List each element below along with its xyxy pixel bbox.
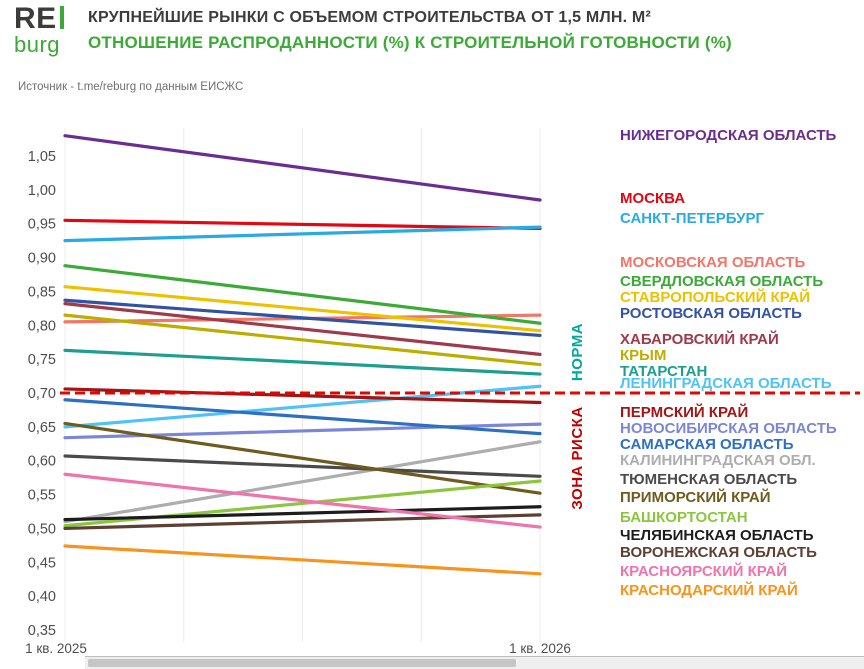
header: КРУПНЕЙШИЕ РЫНКИ С ОБЪЕМОМ СТРОИТЕЛЬСТВА… bbox=[88, 9, 732, 53]
series-line-17 bbox=[63, 421, 542, 495]
series-label-13: НОВОСИБИРСКАЯ ОБЛАСТЬ bbox=[620, 420, 837, 437]
y-axis-tick-label: 0,60 bbox=[28, 454, 56, 470]
series-label-19: ЧЕЛЯБИНСКАЯ ОБЛАСТЬ bbox=[620, 527, 814, 544]
y-axis-tick-label: 0,65 bbox=[28, 420, 56, 436]
zone-label-norm: НОРМА bbox=[569, 323, 586, 381]
series-label-1: НИЖЕГОРОДСКАЯ ОБЛАСТЬ bbox=[620, 127, 837, 144]
series-label-6: СТАВРОПОЛЬСКИЙ КРАЙ bbox=[620, 288, 810, 306]
series-line-3 bbox=[63, 225, 542, 243]
series-label-12: ПЕРМСКИЙ КРАЙ bbox=[620, 403, 748, 421]
series-label-18: БАШКОРТОСТАН bbox=[620, 509, 748, 526]
series-label-20: ВОРОНЕЖСКАЯ ОБЛАСТЬ bbox=[620, 544, 817, 561]
y-axis-tick-label: 0,50 bbox=[28, 521, 56, 537]
series-line-15 bbox=[63, 440, 542, 524]
series-line-12 bbox=[63, 387, 542, 405]
y-axis-tick-label: 0,80 bbox=[28, 318, 56, 334]
series-label-9: КРЫМ bbox=[620, 347, 666, 364]
y-axis-tick-label: 1,00 bbox=[28, 183, 56, 199]
series-label-2: МОСКВА bbox=[620, 190, 685, 207]
y-axis-tick-label: 0,75 bbox=[28, 352, 56, 368]
reburg-logo: RE burg bbox=[14, 2, 64, 57]
logo-re-text: RE bbox=[14, 2, 57, 35]
horizontal-scrollbar[interactable] bbox=[85, 656, 864, 669]
x-axis-label-start: 1 кв. 2025 bbox=[25, 641, 87, 656]
y-axis-tick-label: 1,05 bbox=[28, 149, 56, 165]
zone-label-risk: ЗОНА РИСКА bbox=[569, 406, 586, 509]
series-label-5: СВЕРДЛОВСКАЯ ОБЛАСТЬ bbox=[620, 273, 823, 290]
scrollbar-thumb[interactable] bbox=[88, 659, 516, 667]
series-label-8: ХАБАРОВСКИЙ КРАЙ bbox=[620, 330, 779, 348]
series-line-14 bbox=[63, 398, 542, 436]
series-label-10: ТАТАРСТАН bbox=[620, 363, 707, 380]
series-line-19 bbox=[63, 505, 542, 522]
series-label-14: САМАРСКАЯ ОБЛАСТЬ bbox=[620, 436, 794, 453]
series-label-11: ЛЕНИНГРАДСКАЯ ОБЛАСТЬ bbox=[620, 375, 832, 392]
series-line-21 bbox=[63, 472, 542, 529]
series-label-22: КРАСНОДАРСКИЙ КРАЙ bbox=[620, 581, 798, 599]
y-axis-tick-label: 0,35 bbox=[28, 623, 56, 639]
y-axis-tick-label: 0,55 bbox=[28, 488, 56, 504]
series-line-2 bbox=[63, 218, 542, 231]
series-line-9 bbox=[63, 313, 542, 367]
y-axis-tick-label: 0,40 bbox=[28, 589, 56, 605]
y-axis-tick-label: 0,45 bbox=[28, 555, 56, 571]
series-line-11 bbox=[63, 384, 542, 429]
logo-burg-text: burg bbox=[14, 31, 61, 57]
series-label-17: ПРИМОРСКИЙ КРАЙ bbox=[620, 488, 771, 506]
series-line-10 bbox=[63, 348, 542, 376]
series-line-22 bbox=[63, 544, 542, 576]
y-axis-tick-label: 0,95 bbox=[28, 217, 56, 233]
series-line-8 bbox=[63, 302, 542, 357]
series-label-15: КАЛИНИНГРАДСКАЯ ОБЛ. bbox=[620, 452, 816, 469]
series-line-6 bbox=[63, 285, 542, 333]
chart-subtitle: ОТНОШЕНИЕ РАСПРОДАННОСТИ (%) К СТРОИТЕЛЬ… bbox=[88, 33, 732, 52]
chart-title: КРУПНЕЙШИЕ РЫНКИ С ОБЪЕМОМ СТРОИТЕЛЬСТВА… bbox=[88, 9, 651, 26]
series-line-5 bbox=[63, 264, 542, 325]
source-note: Источник - t.me/reburg по данным ЕИСЖС bbox=[18, 81, 244, 93]
logo-green-bar bbox=[59, 6, 64, 29]
y-axis-tick-label: 0,85 bbox=[28, 284, 56, 300]
series-label-3: САНКТ-ПЕТЕРБУРГ bbox=[620, 210, 765, 227]
series-line-16 bbox=[63, 454, 542, 478]
series-label-16: ТЮМЕНСКАЯ ОБЛАСТЬ bbox=[620, 471, 797, 488]
series-label-21: КРАСНОЯРСКИЙ КРАЙ bbox=[620, 562, 787, 580]
y-axis-tick-label: 0,70 bbox=[28, 386, 56, 402]
series-line-7 bbox=[63, 298, 542, 338]
series-label-4: МОСКОВСКАЯ ОБЛАСТЬ bbox=[620, 254, 806, 271]
y-axis-tick-label: 0,90 bbox=[28, 251, 56, 267]
series-line-1 bbox=[63, 134, 542, 202]
x-axis-label-end: 1 кв. 2026 bbox=[509, 641, 571, 656]
series-label-7: РОСТОВСКАЯ ОБЛАСТЬ bbox=[620, 305, 802, 322]
